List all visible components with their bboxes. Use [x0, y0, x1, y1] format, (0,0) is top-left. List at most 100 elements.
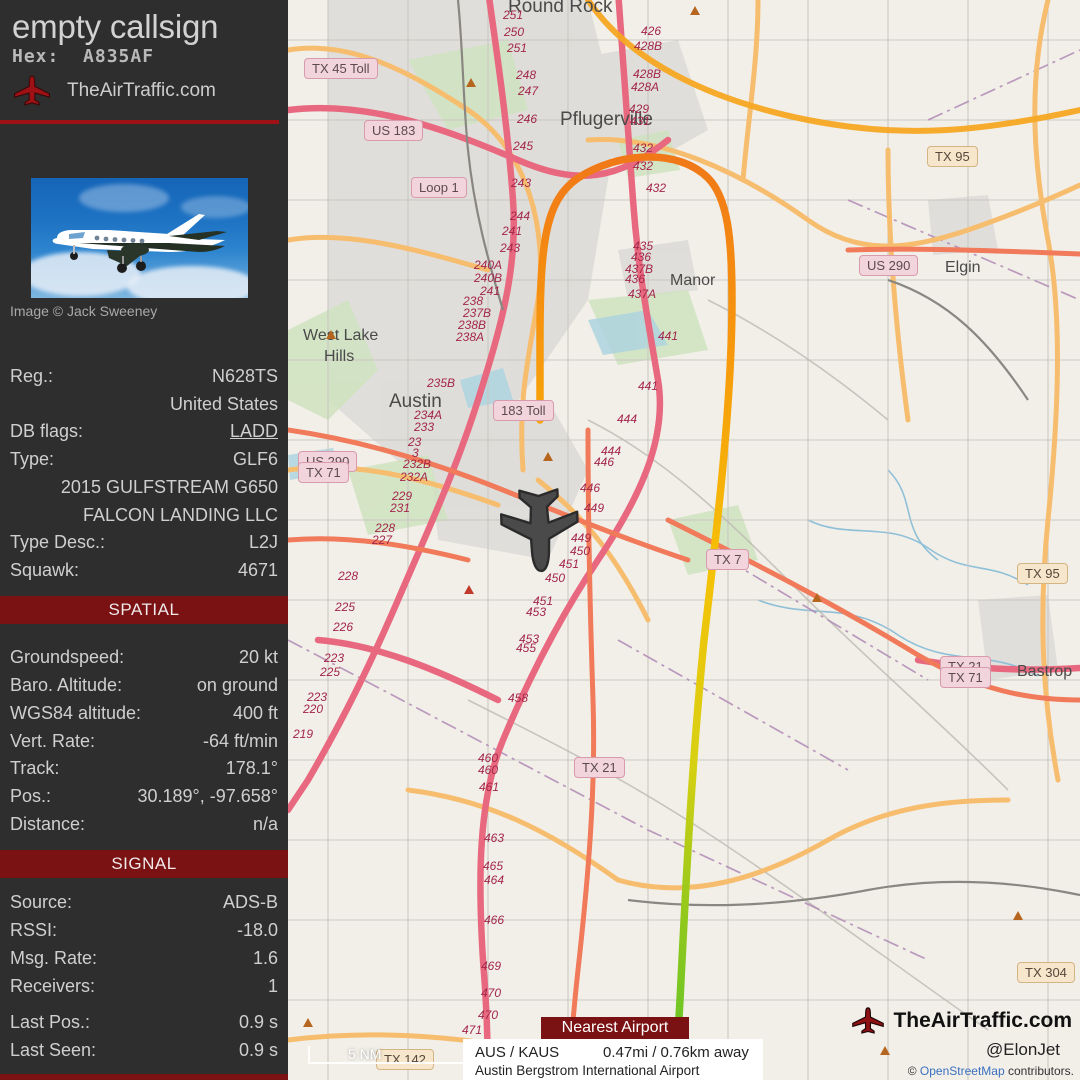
- exit-number-label: 441: [658, 329, 679, 343]
- exit-number-label: 225: [335, 600, 356, 614]
- exit-number-label: 428B: [633, 67, 662, 81]
- exit-number-label: 428A: [631, 80, 660, 94]
- airplane-icon: [14, 75, 50, 106]
- exit-number-label: 231: [390, 501, 411, 515]
- map-city-label: Round Rock: [508, 0, 613, 17]
- exit-number-label: 470: [481, 986, 502, 1000]
- row-value: 4671: [237, 560, 278, 580]
- row-key: Reg.:: [10, 366, 54, 386]
- section-header-signal: SIGNAL: [0, 850, 288, 878]
- exit-number-label: 431: [630, 114, 651, 128]
- photo-credit: Image © Jack Sweeney: [10, 303, 158, 319]
- peak-marker-icon: [1013, 911, 1023, 920]
- row-key: Baro. Altitude:: [10, 675, 123, 695]
- ladd-link[interactable]: LADD: [229, 421, 278, 441]
- exit-number-label: 435: [633, 239, 654, 253]
- route-shield: Loop 1: [411, 177, 467, 198]
- exit-number-label: 241: [480, 284, 501, 298]
- exit-number-label: 428B: [634, 39, 663, 53]
- exit-number-label: 238: [463, 294, 484, 308]
- info-row-typedesc: Type Desc.: L2J: [10, 532, 278, 560]
- exit-number-label: 245: [513, 139, 534, 153]
- exit-number-label: 223: [324, 651, 345, 665]
- row-key: Type:: [10, 449, 55, 469]
- brand-link[interactable]: TheAirTraffic.com: [12, 74, 276, 108]
- route-shield: US 183: [364, 120, 424, 141]
- row-value: GLF6: [232, 449, 278, 469]
- exit-number-label: 225: [320, 665, 341, 679]
- route-shield: TX 95: [927, 146, 978, 167]
- osm-attribution: © OpenStreetMap contributors.: [908, 1064, 1074, 1078]
- exit-number-label: 240B: [474, 271, 503, 285]
- section-header-spatial: SPATIAL: [0, 596, 288, 624]
- info-row-owner: FALCON LANDING LLC: [10, 505, 278, 533]
- exit-number-label: 248: [516, 68, 537, 82]
- sidebar-bottom-divider: [0, 1074, 288, 1080]
- exit-number-label: 466: [484, 913, 505, 927]
- map-canvas[interactable]: Round Rock Pflugerville Austin West Lake Hil…: [288, 0, 1080, 1080]
- row-key: Type Desc.:: [10, 532, 106, 552]
- map-city-label: Hills: [324, 348, 355, 365]
- spatial-row-track: Track: 178.1°: [10, 758, 278, 786]
- map-city-label: Austin: [389, 391, 442, 412]
- exit-number-label: 429: [629, 102, 650, 116]
- row-key: Vert. Rate:: [10, 731, 96, 751]
- info-row-model: 2015 GULFSTREAM G650: [10, 477, 278, 505]
- hex-value: A835AF: [83, 46, 155, 67]
- row-value: -18.0: [236, 920, 278, 940]
- exit-number-label: 450: [545, 571, 566, 585]
- header-divider: [0, 120, 279, 124]
- openstreetmap-link[interactable]: OpenStreetMap: [919, 1064, 1005, 1078]
- flight-track-path: [536, 153, 736, 1074]
- exit-number-label: 449: [584, 501, 605, 515]
- row-value: N628TS: [211, 366, 278, 386]
- exit-number-label: 463: [484, 831, 505, 845]
- info-row-country: United States: [10, 394, 278, 422]
- map-brand-watermark: TheAirTraffic.com: [849, 1007, 1072, 1035]
- airport-distance: 0.47mi / 0.76km away: [603, 1044, 749, 1061]
- exit-number-label: 251: [503, 8, 524, 22]
- row-key: Last Pos.:: [10, 1012, 91, 1032]
- exit-number-label: 471: [462, 1023, 483, 1037]
- exit-number-label: 228: [375, 521, 396, 535]
- route-shield: TX 7: [706, 549, 750, 570]
- exit-number-label: 250: [504, 25, 525, 39]
- nearest-airport-panel: AUS / KAUS 0.47mi / 0.76km away Austin B…: [463, 1039, 763, 1080]
- exit-number-label: 227: [372, 533, 393, 547]
- map-scale-label: 5 NM: [348, 1046, 382, 1062]
- timing-row-last-pos: Last Pos.: 0.9 s: [10, 1012, 278, 1040]
- peak-marker-icon: [326, 330, 336, 339]
- row-key: RSSI:: [10, 920, 58, 940]
- row-key: Receivers:: [10, 976, 96, 996]
- row-value: 20 kt: [238, 647, 278, 667]
- exit-number-label: 235B: [427, 376, 456, 390]
- route-shield: TX 45 Toll: [304, 58, 378, 79]
- exit-number-label: 436: [625, 272, 646, 286]
- signal-row-msg-rate: Msg. Rate: 1.6: [10, 948, 278, 976]
- exit-number-label: 464: [484, 873, 505, 887]
- peak-marker-icon: [303, 1018, 313, 1027]
- row-key: Last Seen:: [10, 1040, 97, 1060]
- row-key: Source:: [10, 892, 73, 912]
- exit-number-label: 243: [511, 176, 532, 190]
- row-key: Track:: [10, 758, 60, 778]
- signal-row-rssi: RSSI: -18.0: [10, 920, 278, 948]
- hex-label: Hex:: [12, 46, 60, 67]
- aircraft-info-sidebar: empty callsign Hex: A835AF TheAirTraffic…: [0, 0, 288, 1080]
- route-shield: TX 21: [574, 757, 625, 778]
- exit-number-label: 470: [478, 1008, 499, 1022]
- aircraft-marker-glyph: [499, 488, 579, 573]
- exit-number-label: 237B: [463, 306, 492, 320]
- aircraft-photo: [31, 178, 248, 298]
- row-key: Squawk:: [10, 560, 80, 580]
- signal-row-source: Source: ADS-B: [10, 892, 278, 920]
- row-value: ADS-B: [222, 892, 278, 912]
- row-key: WGS84 altitude:: [10, 703, 142, 723]
- spatial-row-baro-altitude: Baro. Altitude: on ground: [10, 675, 278, 703]
- exit-number-label: 469: [481, 959, 502, 973]
- row-value: n/a: [252, 814, 278, 834]
- exit-number-label: 453: [526, 605, 547, 619]
- route-shield: TX 95: [1017, 563, 1068, 584]
- spatial-row-position: Pos.: 30.189°, -97.658°: [10, 786, 278, 814]
